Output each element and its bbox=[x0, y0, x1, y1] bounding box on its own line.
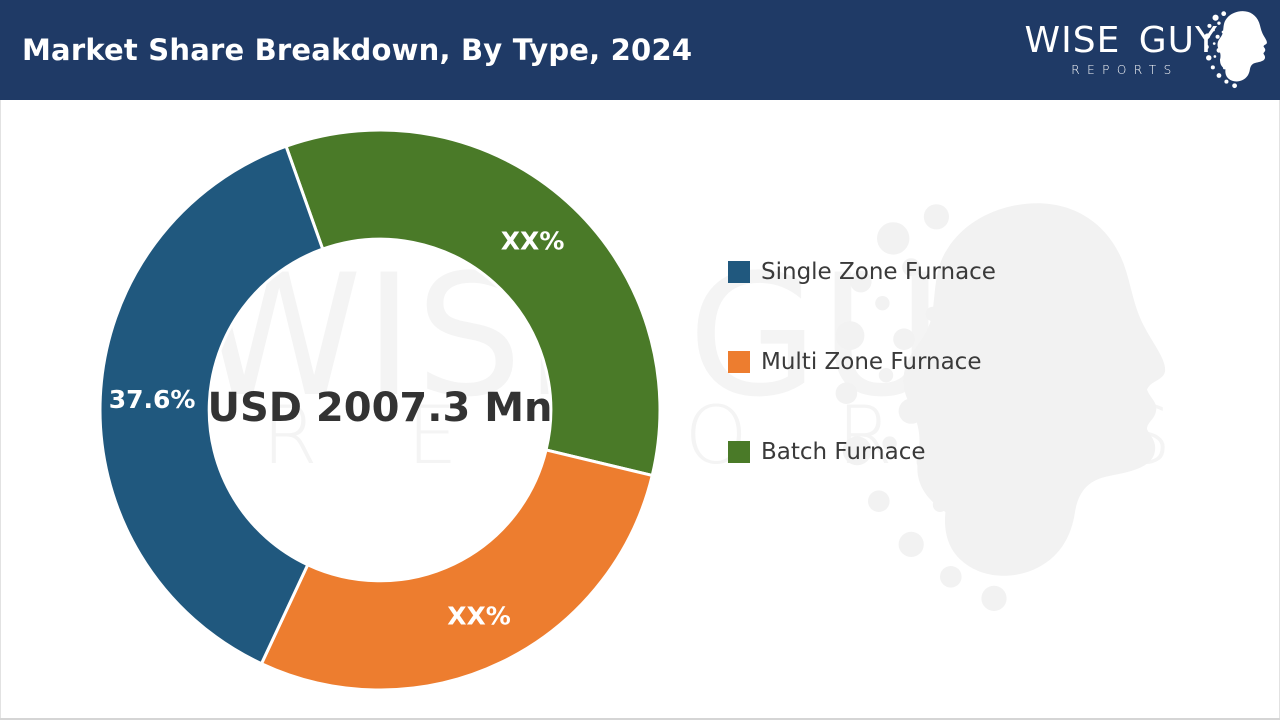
legend-item-multi-zone-furnace: Multi Zone Furnace bbox=[728, 345, 996, 379]
legend-label: Multi Zone Furnace bbox=[761, 348, 982, 375]
legend-swatch-batch-furnace bbox=[728, 441, 750, 463]
slice-label-multi-zone-furnace: XX% bbox=[447, 602, 511, 631]
brand-logo: WISE GUY REPORTS bbox=[1025, 8, 1273, 92]
donut-slice-single-zone-furnace bbox=[98, 144, 325, 666]
legend-swatch-multi-zone-furnace bbox=[728, 351, 750, 373]
legend-swatch-single-zone-furnace bbox=[728, 261, 750, 283]
legend-label: Batch Furnace bbox=[761, 438, 926, 465]
brand-wordmark: WISE GUY REPORTS bbox=[1024, 20, 1219, 78]
legend-label: Single Zone Furnace bbox=[761, 258, 996, 285]
chart-legend: Single Zone Furnace Multi Zone Furnace B… bbox=[728, 255, 996, 469]
page-title: Market Share Breakdown, By Type, 2024 bbox=[22, 33, 693, 67]
donut-slice-multi-zone-furnace bbox=[259, 448, 654, 692]
bottom-border-line bbox=[0, 718, 1280, 720]
header-bar: Market Share Breakdown, By Type, 2024 WI… bbox=[0, 0, 1280, 100]
brand-face-icon bbox=[1204, 11, 1267, 89]
brand-wordmark-line1: WISE GUY bbox=[1024, 20, 1218, 61]
donut-slice-batch-furnace bbox=[284, 128, 662, 477]
legend-item-batch-furnace: Batch Furnace bbox=[728, 435, 996, 469]
brand-wordmark-line2: REPORTS bbox=[1071, 63, 1179, 77]
slice-label-batch-furnace: XX% bbox=[501, 226, 565, 255]
legend-item-single-zone-furnace: Single Zone Furnace bbox=[728, 255, 996, 289]
center-value-label: USD 2007.3 Mn bbox=[207, 385, 553, 431]
slice-label-single-zone-furnace: 37.6% bbox=[109, 385, 196, 414]
